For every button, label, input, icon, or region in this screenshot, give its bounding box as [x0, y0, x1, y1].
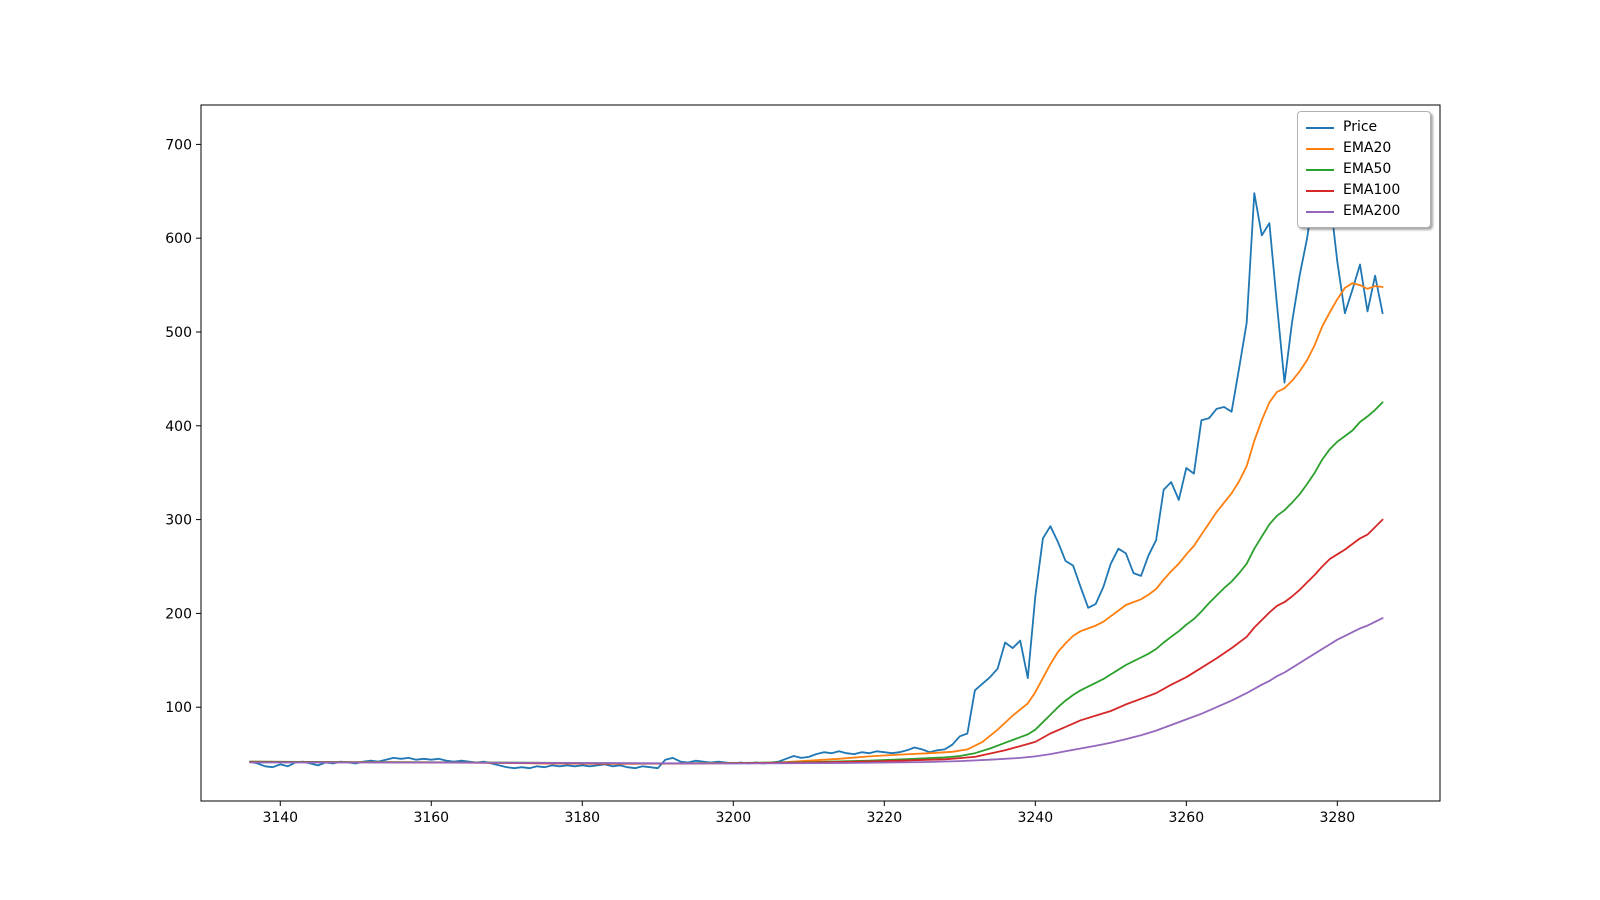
legend-item-ema20: EMA20: [1306, 138, 1422, 159]
y-tick-label: 200: [165, 606, 192, 622]
x-tick-label: 3180: [564, 810, 600, 826]
legend-item-ema200: EMA200: [1306, 201, 1422, 222]
legend-label: EMA100: [1343, 182, 1401, 198]
legend-label: EMA50: [1343, 161, 1392, 177]
legend-label: Price: [1343, 119, 1378, 135]
y-tick-label: 400: [165, 419, 192, 435]
series-line-ema100: [249, 518, 1384, 765]
legend-item-ema50: EMA50: [1306, 159, 1422, 180]
y-tick-label: 100: [165, 700, 192, 716]
x-tick-label: 3260: [1168, 810, 1204, 826]
x-tick-label: 3280: [1319, 810, 1355, 826]
x-tick-label: 3240: [1017, 810, 1053, 826]
legend-item-ema100: EMA100: [1306, 180, 1422, 201]
x-tick-label: 3220: [866, 810, 902, 826]
ema200-line-swatch: [1306, 210, 1334, 213]
plot-area: [200, 104, 1441, 802]
y-tick-label: 300: [165, 513, 192, 529]
series-line-price: [249, 143, 1384, 770]
y-tick-label: 500: [165, 325, 192, 341]
legend-item-price: Price: [1306, 117, 1422, 138]
y-tick-label: 700: [165, 137, 192, 153]
price-line-swatch: [1306, 126, 1334, 129]
x-tick-label: 3200: [715, 810, 751, 826]
series-line-ema50: [249, 401, 1384, 765]
ema20-line-swatch: [1306, 147, 1334, 150]
legend: Price EMA20 EMA50 EMA100 EMA200: [1297, 111, 1431, 228]
ema50-line-swatch: [1306, 168, 1334, 171]
series-line-ema200: [249, 617, 1384, 765]
ema100-line-swatch: [1306, 189, 1334, 192]
y-tick-label: 600: [165, 231, 192, 247]
legend-label: EMA200: [1343, 203, 1401, 219]
x-tick-label: 3160: [413, 810, 449, 826]
series-line-ema20: [249, 282, 1384, 765]
x-tick-label: 3140: [262, 810, 298, 826]
legend-label: EMA20: [1343, 140, 1392, 156]
